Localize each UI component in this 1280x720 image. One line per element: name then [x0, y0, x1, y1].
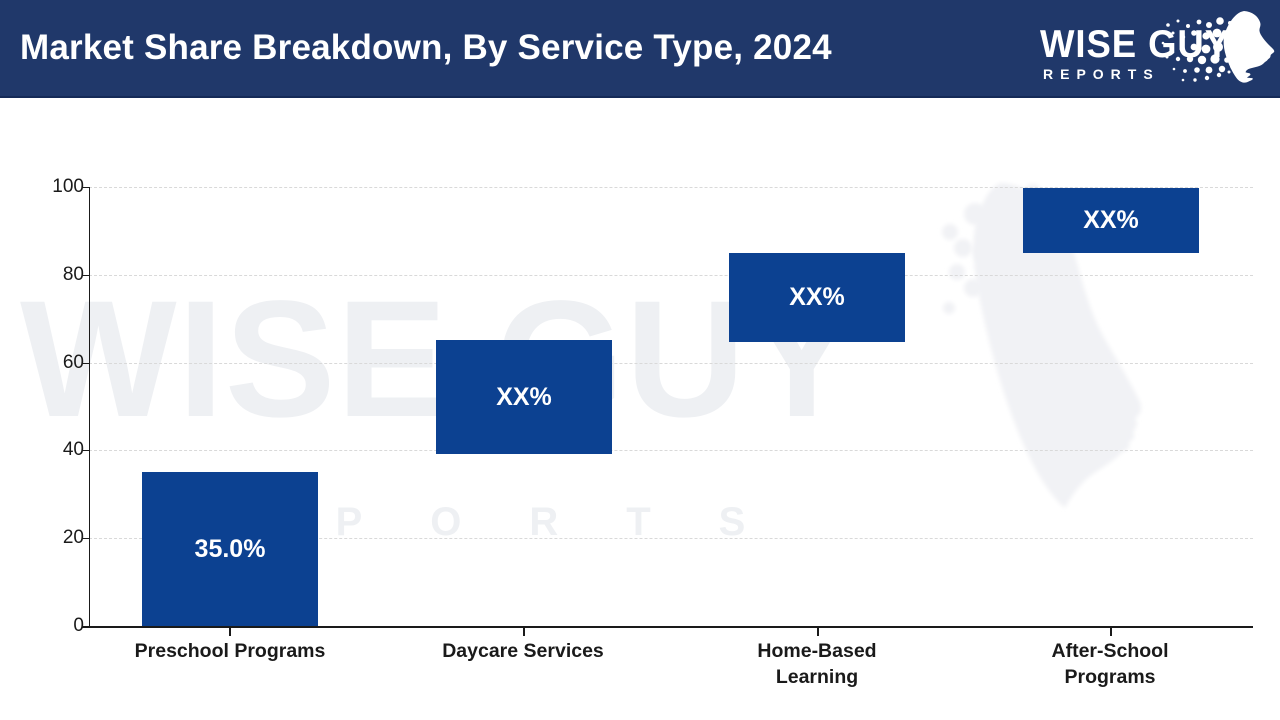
svg-text:REPORTS: REPORTS	[1043, 66, 1160, 82]
